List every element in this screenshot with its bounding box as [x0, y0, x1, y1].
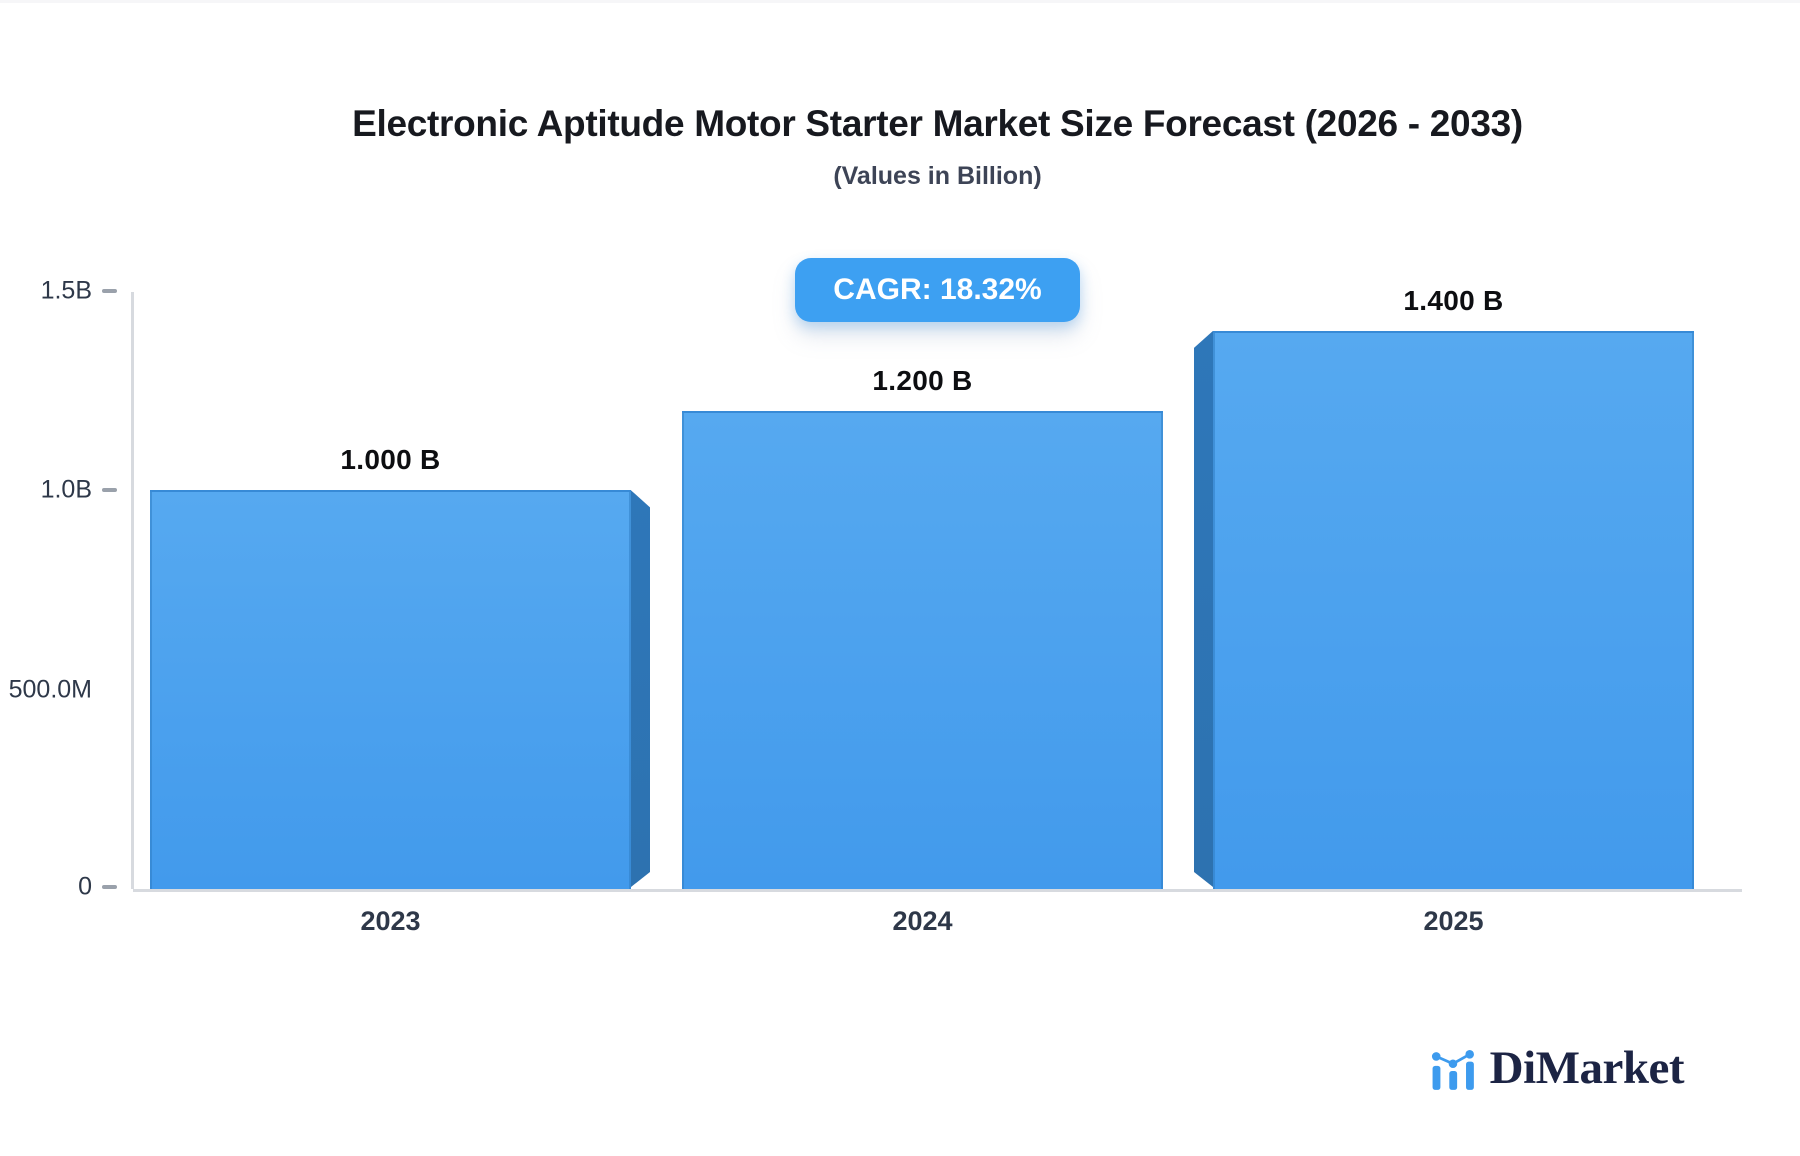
- brand-logo: DiMarket: [1431, 1041, 1685, 1095]
- y-axis-line: [131, 292, 134, 889]
- plot-area: 0 500.0M 1.0B 1.5B 1.000 B 2023 1.200 B 2024 1.4…: [0, 3, 1800, 1156]
- bar-value-label-2024: 1.200 B: [872, 364, 973, 396]
- bar-2025[interactable]: [1213, 330, 1694, 889]
- y-axis-label-1.0B: 1.0B: [40, 475, 92, 504]
- bar-2025-side: [1194, 331, 1213, 887]
- bar-value-label-2025: 1.400 B: [1403, 284, 1504, 316]
- bar-value-label-2023: 1.000 B: [340, 444, 441, 476]
- x-axis-label-2025: 2025: [1423, 906, 1484, 936]
- x-axis-label-2024: 2024: [892, 906, 953, 936]
- y-axis-tick: [102, 488, 117, 493]
- cagr-badge: CAGR: 18.32%: [795, 258, 1080, 322]
- chart-header: Electronic Aptitude Motor Starter Market…: [133, 103, 1742, 191]
- brand-name: DiMarket: [1489, 1042, 1685, 1094]
- cagr-badge-row: CAGR: 18.32%: [133, 258, 1742, 322]
- dimarket-logo-icon: [1431, 1050, 1474, 1090]
- y-axis-tick: [102, 885, 117, 889]
- chart-title: Electronic Aptitude Motor Starter Market…: [352, 103, 1523, 144]
- y-axis-label-1.5B: 1.5B: [40, 276, 92, 305]
- y-axis-tick: [102, 289, 117, 293]
- bar-2023-side: [631, 490, 650, 887]
- x-axis-line: [133, 889, 1742, 892]
- y-axis-label-500.0M: 500.0M: [8, 675, 92, 704]
- bar-2024[interactable]: [682, 410, 1163, 889]
- y-axis-label-0: 0: [78, 872, 92, 901]
- x-axis-label-2023: 2023: [360, 906, 421, 936]
- bar-2023[interactable]: [150, 490, 631, 889]
- chart-subtitle: (Values in Billion): [833, 162, 1042, 190]
